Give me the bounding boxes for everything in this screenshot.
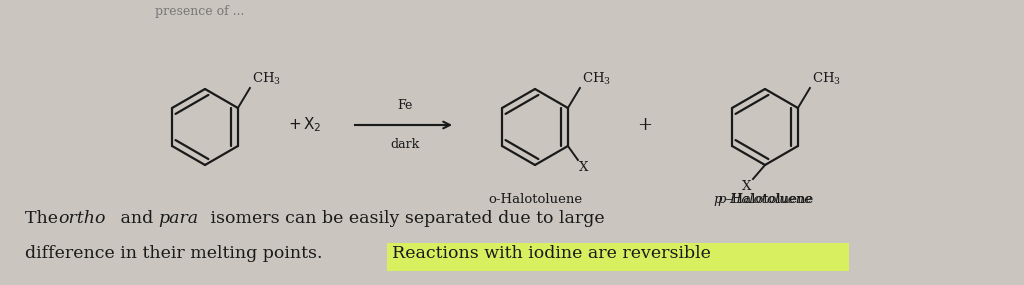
Text: Fe: Fe (397, 99, 413, 112)
Text: X: X (741, 180, 751, 193)
Text: isomers can be easily separated due to large: isomers can be easily separated due to l… (205, 210, 604, 227)
FancyBboxPatch shape (387, 243, 849, 271)
Text: $\mathregular{CH_3}$: $\mathregular{CH_3}$ (812, 71, 841, 87)
Text: and: and (115, 210, 159, 227)
Text: p-Halotoluene: p-Halotoluene (718, 193, 812, 206)
Text: dark: dark (390, 138, 420, 151)
Text: Reactions with iodine are reversible: Reactions with iodine are reversible (392, 245, 711, 262)
Text: X: X (579, 161, 588, 174)
Text: The: The (25, 210, 63, 227)
Text: $\mathregular{CH_3}$: $\mathregular{CH_3}$ (582, 71, 611, 87)
Text: presence of ...: presence of ... (155, 5, 245, 18)
Text: para: para (158, 210, 198, 227)
Text: +: + (638, 116, 652, 134)
Text: o-Halotoluene: o-Halotoluene (488, 193, 582, 206)
Text: $\mathregular{CH_3}$: $\mathregular{CH_3}$ (252, 71, 281, 87)
Text: difference in their melting points.: difference in their melting points. (25, 245, 328, 262)
Text: p: p (713, 193, 722, 206)
Text: $+\,\mathrm{X}_2$: $+\,\mathrm{X}_2$ (288, 116, 322, 134)
Text: ortho: ortho (58, 210, 105, 227)
Text: -Halotoluene: -Halotoluene (727, 193, 813, 206)
